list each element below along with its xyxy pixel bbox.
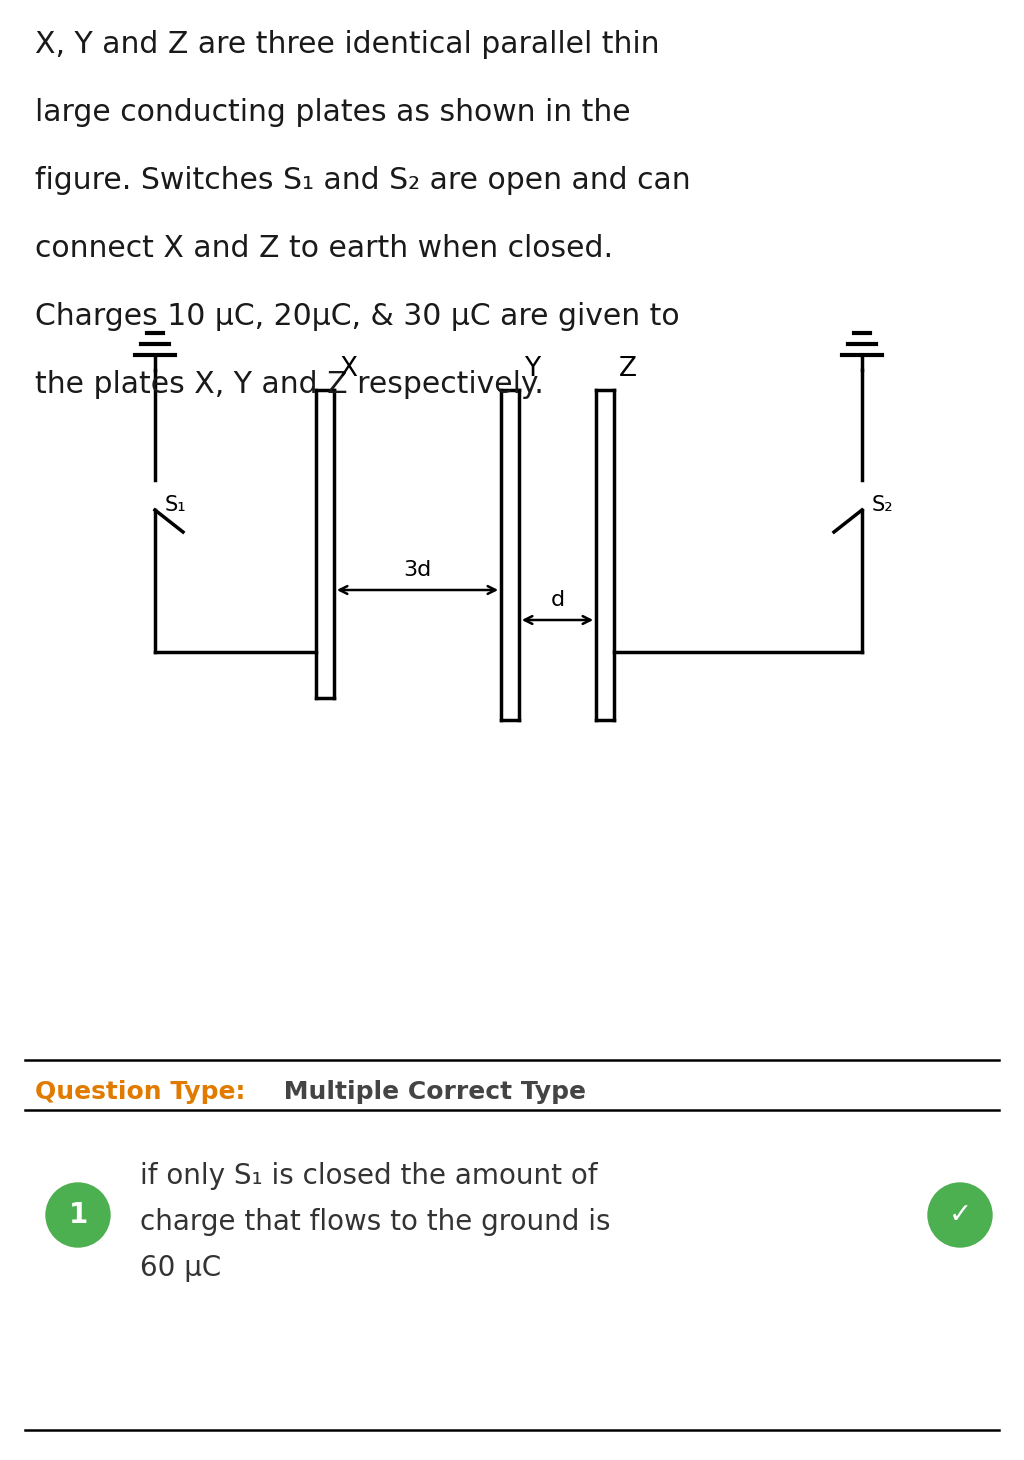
Text: S₁: S₁ (165, 495, 186, 515)
Text: the plates X, Y and Z respectively.: the plates X, Y and Z respectively. (35, 369, 544, 399)
Circle shape (46, 1183, 110, 1247)
Text: 60 μC: 60 μC (140, 1254, 221, 1282)
Text: d: d (551, 590, 564, 610)
Text: connect X and Z to earth when closed.: connect X and Z to earth when closed. (35, 234, 613, 263)
Text: Question Type:: Question Type: (35, 1080, 246, 1104)
Text: 1: 1 (69, 1202, 88, 1229)
Text: Y: Y (524, 356, 540, 383)
Circle shape (928, 1183, 992, 1247)
Text: 3d: 3d (403, 561, 432, 580)
Text: ✓: ✓ (948, 1202, 972, 1229)
Text: S₂: S₂ (872, 495, 894, 515)
Text: large conducting plates as shown in the: large conducting plates as shown in the (35, 98, 631, 127)
Text: charge that flows to the ground is: charge that flows to the ground is (140, 1207, 610, 1237)
Text: figure. Switches S₁ and S₂ are open and can: figure. Switches S₁ and S₂ are open and … (35, 166, 690, 196)
Text: X, Y and Z are three identical parallel thin: X, Y and Z are three identical parallel … (35, 31, 659, 58)
Text: Multiple Correct Type: Multiple Correct Type (275, 1080, 586, 1104)
Text: Charges 10 μC, 20μC, & 30 μC are given to: Charges 10 μC, 20μC, & 30 μC are given t… (35, 302, 680, 331)
Text: Z: Z (618, 356, 637, 383)
Text: if only S₁ is closed the amount of: if only S₁ is closed the amount of (140, 1162, 597, 1190)
Text: X: X (339, 356, 357, 383)
